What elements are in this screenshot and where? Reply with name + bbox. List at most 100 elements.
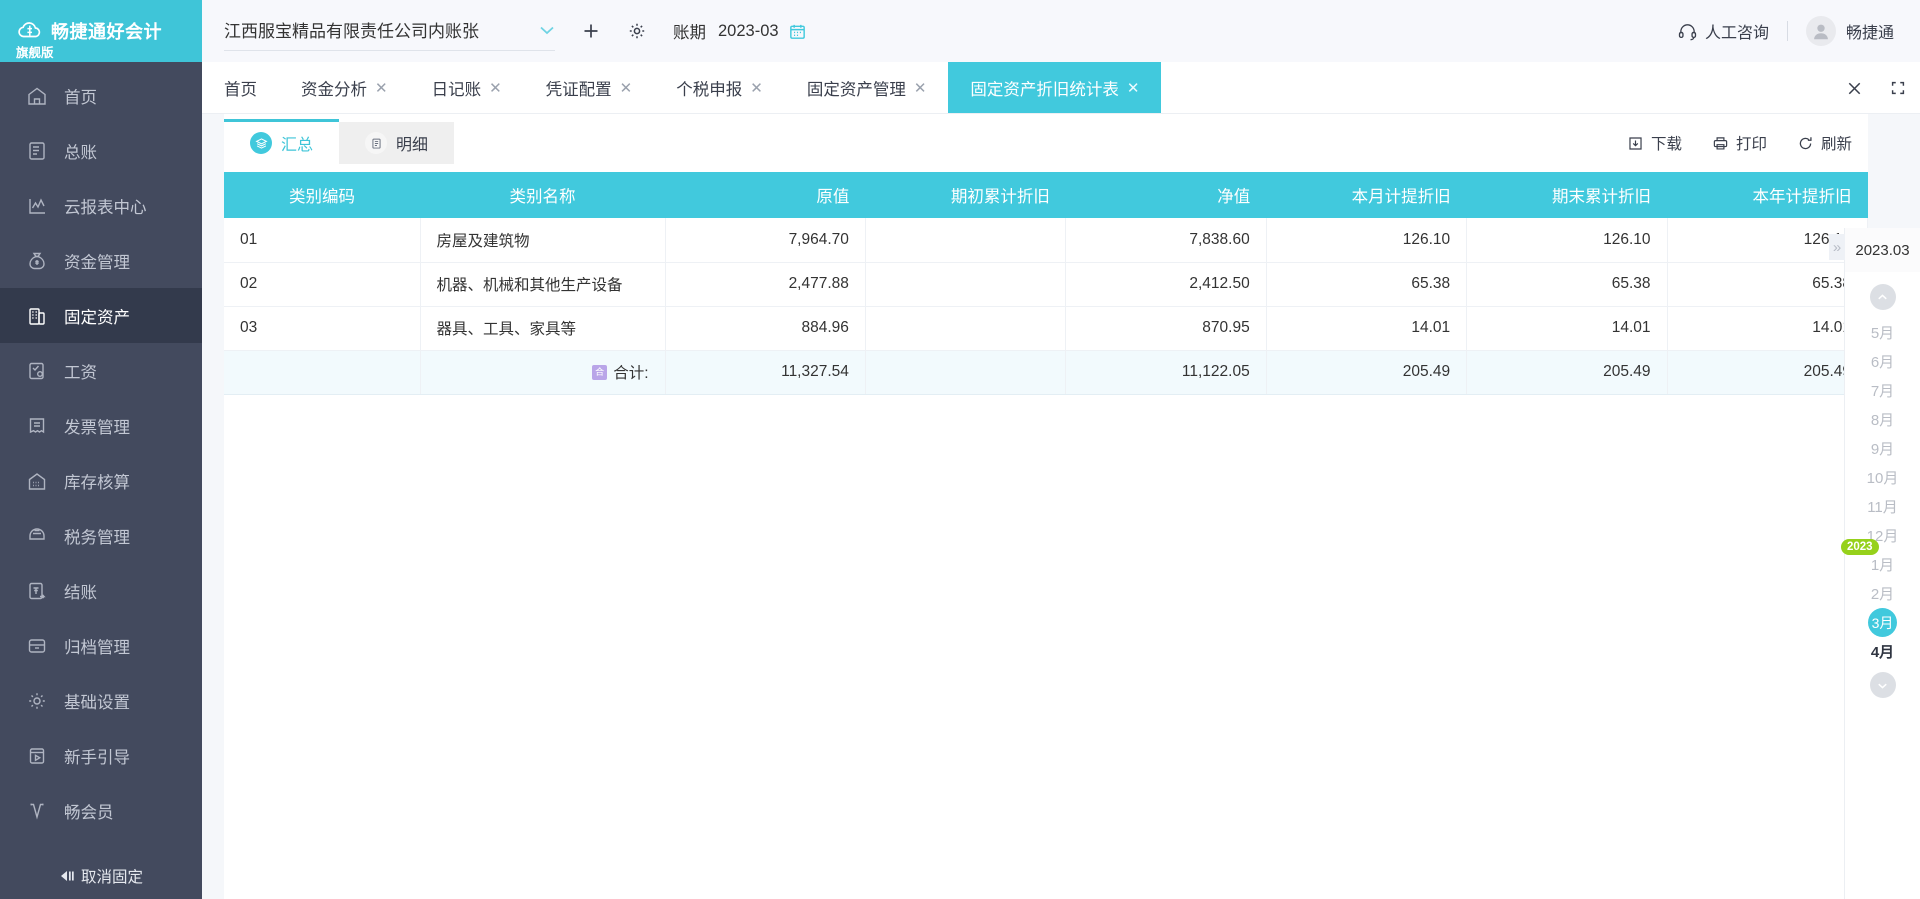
headset-icon — [1677, 22, 1698, 41]
sidebar-item-invoice[interactable]: 发票管理 — [0, 398, 202, 453]
table-row[interactable]: 01 房屋及建筑物 7,964.70 7,838.60 126.10 126.1… — [224, 218, 1869, 263]
sidebar-item-beginner-guide[interactable]: 新手引导 — [0, 728, 202, 783]
rail-month-8[interactable]: 8月 — [1845, 405, 1920, 434]
print-button[interactable]: 打印 — [1712, 132, 1767, 154]
support-button[interactable]: 人工咨询 — [1677, 19, 1769, 43]
tab-fixed-asset-management[interactable]: 固定资产管理 ✕ — [785, 62, 949, 113]
sidebar-item-closing[interactable]: 结账 — [0, 563, 202, 618]
close-icon[interactable]: ✕ — [619, 79, 633, 97]
user-avatar-icon[interactable] — [1805, 16, 1836, 46]
cell-total-monthly-depreciation: 205.49 — [1266, 350, 1468, 395]
warehouse-icon — [26, 470, 48, 492]
sidebar-item-label: 基础设置 — [64, 693, 130, 712]
segment-detail[interactable]: 明细 — [339, 122, 455, 164]
panel-actions: 下载 打印 刷新 — [1627, 114, 1852, 172]
cell-ytd-depreciation: 14.01 — [1667, 306, 1869, 351]
rail-month-2[interactable]: 2月 — [1845, 579, 1920, 608]
rail-month-5[interactable]: 5月 — [1845, 318, 1920, 347]
brand-edition: 旗舰版 — [16, 46, 54, 60]
print-icon — [1712, 135, 1729, 152]
tab-fund-analysis[interactable]: 资金分析 ✕ — [279, 62, 410, 113]
cell-category-code: 03 — [224, 306, 421, 351]
column-header-original-value[interactable]: 原值 — [665, 172, 866, 218]
sidebar-item-label: 新手引导 — [64, 748, 130, 767]
table-row[interactable]: 03 器具、工具、家具等 884.96 870.95 14.01 14.01 1… — [224, 306, 1869, 351]
vip-icon — [26, 800, 48, 822]
close-icon[interactable]: ✕ — [913, 79, 927, 97]
fullscreen-icon[interactable] — [1876, 62, 1920, 114]
sidebar-item-home[interactable]: 首页 — [0, 68, 202, 123]
sidebar-item-fixed-assets[interactable]: 固定资产 — [0, 288, 202, 343]
rail-month-9[interactable]: 9月 — [1845, 434, 1920, 463]
column-header-category-name[interactable]: 类别名称 — [420, 172, 665, 218]
refresh-button[interactable]: 刷新 — [1797, 132, 1852, 154]
rail-month-11[interactable]: 11月 — [1845, 492, 1920, 521]
sidebar-item-tax[interactable]: 税务管理 — [0, 508, 202, 563]
sidebar-pin-toggle[interactable]: 取消固定 — [0, 853, 202, 899]
segment-summary[interactable]: 汇总 — [224, 119, 340, 164]
cell-net-value: 7,838.60 — [1065, 218, 1267, 263]
cell-opening-accumulated-depreciation — [865, 306, 1067, 351]
column-header-category-code[interactable]: 类别编码 — [224, 172, 420, 218]
calendar-icon[interactable] — [788, 22, 807, 41]
rail-month-label: 8月 — [1870, 412, 1895, 429]
column-header-opening-accumulated-depreciation[interactable]: 期初累计折旧 — [865, 172, 1066, 218]
topbar: 江西服宝精品有限责任公司内账张 账期 2023-03 — [202, 0, 1920, 62]
column-header-monthly-depreciation[interactable]: 本月计提折旧 — [1266, 172, 1467, 218]
sidebar-item-vip[interactable]: 畅会员 — [0, 783, 202, 838]
brand-name: 畅捷通好会计 — [51, 22, 162, 42]
layers-icon — [250, 132, 272, 154]
tab-label: 资金分析 — [301, 80, 367, 99]
chevron-up-circle-icon[interactable] — [1869, 284, 1896, 310]
depreciation-table: 类别编码 类别名称 原值 期初累计折旧 净值 本月计提折旧 期末累计折旧 本年计… — [224, 172, 1869, 395]
close-icon[interactable]: ✕ — [375, 79, 388, 97]
segment-label: 明细 — [396, 137, 429, 154]
close-all-tabs-button[interactable] — [1832, 62, 1876, 114]
refresh-label: 刷新 — [1820, 136, 1852, 153]
settings-button[interactable] — [627, 21, 647, 41]
column-header-net-value[interactable]: 净值 — [1065, 172, 1267, 218]
sidebar-item-inventory[interactable]: 库存核算 — [0, 453, 202, 508]
cell-total-spacer — [224, 350, 421, 395]
cell-ytd-depreciation: 65.38 — [1667, 262, 1869, 307]
column-header-closing-accumulated-depreciation[interactable]: 期末累计折旧 — [1466, 172, 1668, 218]
tab-personal-tax-filing[interactable]: 个税申报 ✕ — [654, 62, 785, 113]
rail-month-1[interactable]: 2023 1月 — [1841, 539, 1920, 579]
table-row[interactable]: 02 机器、机械和其他生产设备 2,477.88 2,412.50 65.38 … — [224, 262, 1869, 307]
main-area: 江西服宝精品有限责任公司内账张 账期 2023-03 — [202, 0, 1920, 899]
chevron-down-circle-icon[interactable] — [1869, 672, 1896, 698]
invoice-icon — [26, 415, 48, 437]
tab-voucher-config[interactable]: 凭证配置 ✕ — [524, 62, 655, 113]
close-icon[interactable]: ✕ — [1126, 79, 1140, 97]
sidebar-item-cloud-reports[interactable]: 云报表中心 — [0, 178, 202, 233]
tab-strip-actions — [1832, 62, 1920, 114]
tab-journal[interactable]: 日记账 ✕ — [410, 62, 524, 113]
close-icon[interactable]: ✕ — [750, 79, 763, 97]
close-icon[interactable]: ✕ — [489, 79, 502, 97]
sidebar-pin-label: 取消固定 — [80, 869, 143, 886]
tab-depreciation-report[interactable]: 固定资产折旧统计表 ✕ — [948, 62, 1162, 113]
sidebar-item-payroll[interactable]: 工资 — [0, 343, 202, 398]
company-selector[interactable]: 江西服宝精品有限责任公司内账张 — [224, 11, 555, 51]
download-button[interactable]: 下载 — [1627, 132, 1682, 154]
divider — [1786, 21, 1788, 41]
cell-opening-accumulated-depreciation — [865, 218, 1067, 263]
rail-month-6[interactable]: 6月 — [1845, 347, 1920, 376]
chevron-down-icon[interactable] — [539, 25, 555, 35]
sidebar-item-fund-management[interactable]: 资金管理 — [0, 233, 202, 288]
sidebar-item-label: 归档管理 — [64, 638, 130, 657]
rail-month-label: 7月 — [1870, 383, 1895, 400]
sidebar-item-label: 固定资产 — [64, 308, 130, 327]
sidebar-item-general-ledger[interactable]: 总账 — [0, 123, 202, 178]
rail-month-3[interactable]: 3月 — [1845, 608, 1920, 637]
rail-month-4[interactable]: 4月 — [1845, 637, 1920, 666]
payroll-icon — [26, 360, 48, 382]
rail-month-7[interactable]: 7月 — [1845, 376, 1920, 405]
chevron-double-right-icon[interactable]: » — [1829, 234, 1845, 260]
tab-home[interactable]: 首页 — [202, 62, 279, 113]
column-header-ytd-depreciation[interactable]: 本年计提折旧 — [1667, 172, 1868, 218]
sidebar-item-archive[interactable]: 归档管理 — [0, 618, 202, 673]
rail-month-10[interactable]: 10月 — [1845, 463, 1920, 492]
add-account-button[interactable] — [581, 21, 601, 41]
sidebar-item-basic-settings[interactable]: 基础设置 — [0, 673, 202, 728]
